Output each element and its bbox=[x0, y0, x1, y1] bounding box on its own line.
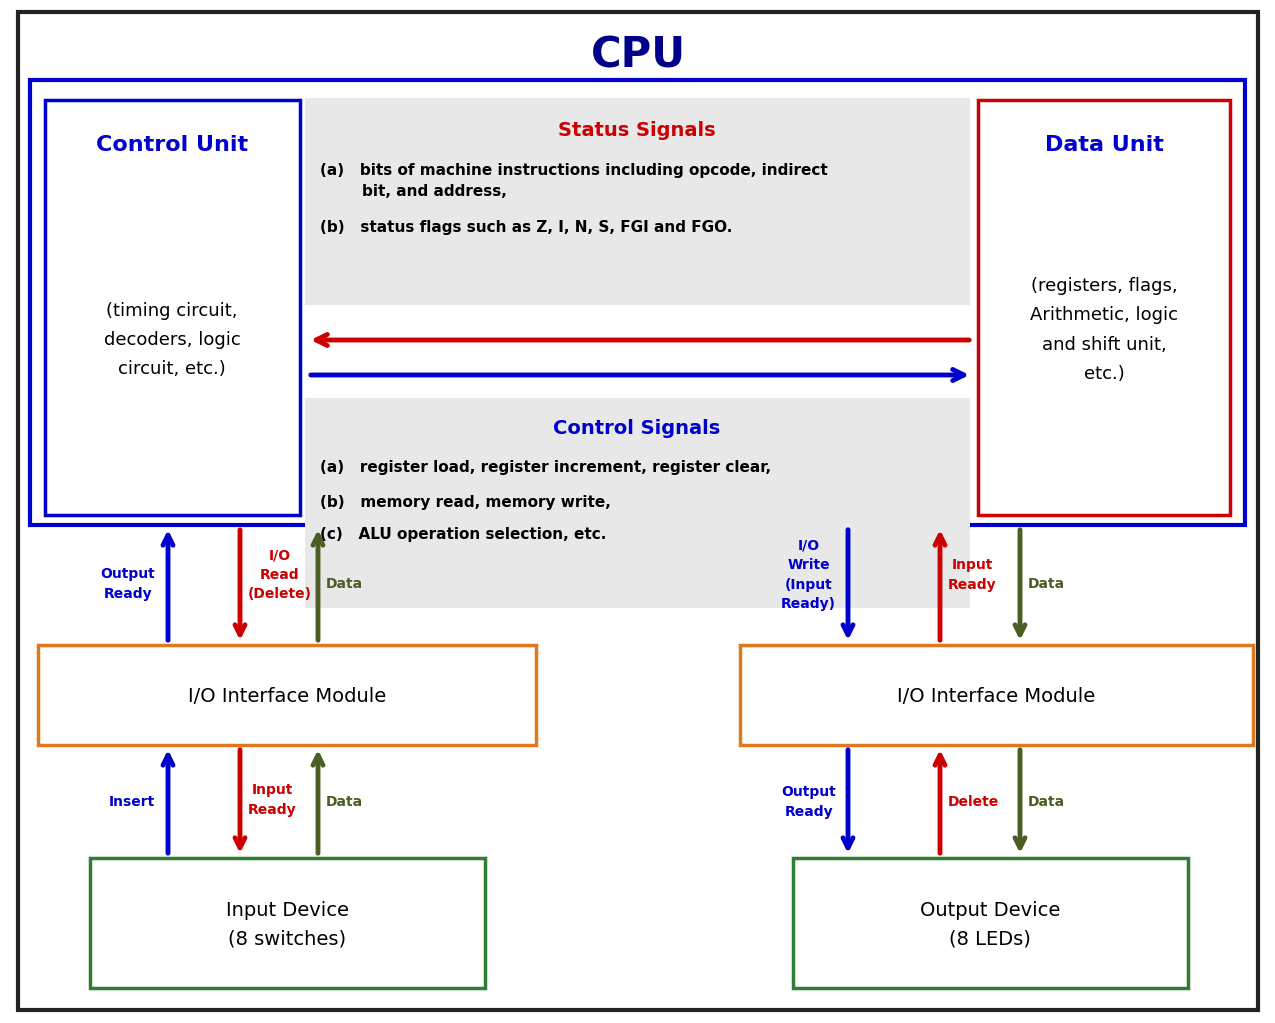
Bar bbox=[978, 100, 1230, 515]
Text: (timing circuit,
decoders, logic
circuit, etc.): (timing circuit, decoders, logic circuit… bbox=[103, 302, 241, 379]
Bar bbox=[38, 644, 536, 745]
Text: I/O
Write
(Input
Ready): I/O Write (Input Ready) bbox=[782, 539, 836, 612]
Bar bbox=[45, 100, 300, 515]
Text: I/O
Read
(Delete): I/O Read (Delete) bbox=[249, 548, 312, 602]
Text: I/O Interface Module: I/O Interface Module bbox=[896, 687, 1095, 707]
Text: Output
Ready: Output Ready bbox=[782, 786, 836, 818]
Text: (registers, flags,
Arithmetic, logic
and shift unit,
etc.): (registers, flags, Arithmetic, logic and… bbox=[1030, 277, 1178, 383]
Text: Delete: Delete bbox=[949, 795, 1000, 809]
Text: I/O Interface Module: I/O Interface Module bbox=[187, 687, 386, 707]
Text: Data: Data bbox=[326, 795, 363, 809]
Text: Data: Data bbox=[1028, 795, 1065, 809]
Text: Control Signals: Control Signals bbox=[553, 418, 720, 438]
Text: (a)   bits of machine instructions including opcode, indirect
        bit, and a: (a) bits of machine instructions includi… bbox=[320, 163, 827, 199]
Text: (b)   status flags such as Z, I, N, S, FGI and FGO.: (b) status flags such as Z, I, N, S, FGI… bbox=[320, 220, 732, 235]
Bar bbox=[91, 858, 484, 988]
Bar bbox=[305, 398, 970, 608]
Text: Data: Data bbox=[326, 577, 363, 591]
Bar bbox=[31, 80, 1244, 525]
Text: (c)   ALU operation selection, etc.: (c) ALU operation selection, etc. bbox=[320, 527, 607, 542]
Text: (b)   memory read, memory write,: (b) memory read, memory write, bbox=[320, 495, 611, 510]
Text: Control Unit: Control Unit bbox=[96, 135, 249, 155]
Text: Data: Data bbox=[1028, 577, 1065, 591]
Text: Output
Ready: Output Ready bbox=[101, 567, 156, 601]
Bar bbox=[305, 98, 970, 305]
Text: Insert: Insert bbox=[108, 795, 156, 809]
Text: Input
Ready: Input Ready bbox=[249, 784, 297, 816]
Text: Output Device
(8 LEDs): Output Device (8 LEDs) bbox=[919, 901, 1061, 948]
Text: Input Device
(8 switches): Input Device (8 switches) bbox=[226, 901, 348, 948]
Text: CPU: CPU bbox=[590, 34, 686, 76]
Bar bbox=[740, 644, 1253, 745]
Bar bbox=[793, 858, 1188, 988]
Text: Input
Ready: Input Ready bbox=[949, 559, 997, 591]
Text: Data Unit: Data Unit bbox=[1044, 135, 1163, 155]
Text: Status Signals: Status Signals bbox=[558, 121, 715, 139]
Text: (a)   register load, register increment, register clear,: (a) register load, register increment, r… bbox=[320, 460, 771, 475]
